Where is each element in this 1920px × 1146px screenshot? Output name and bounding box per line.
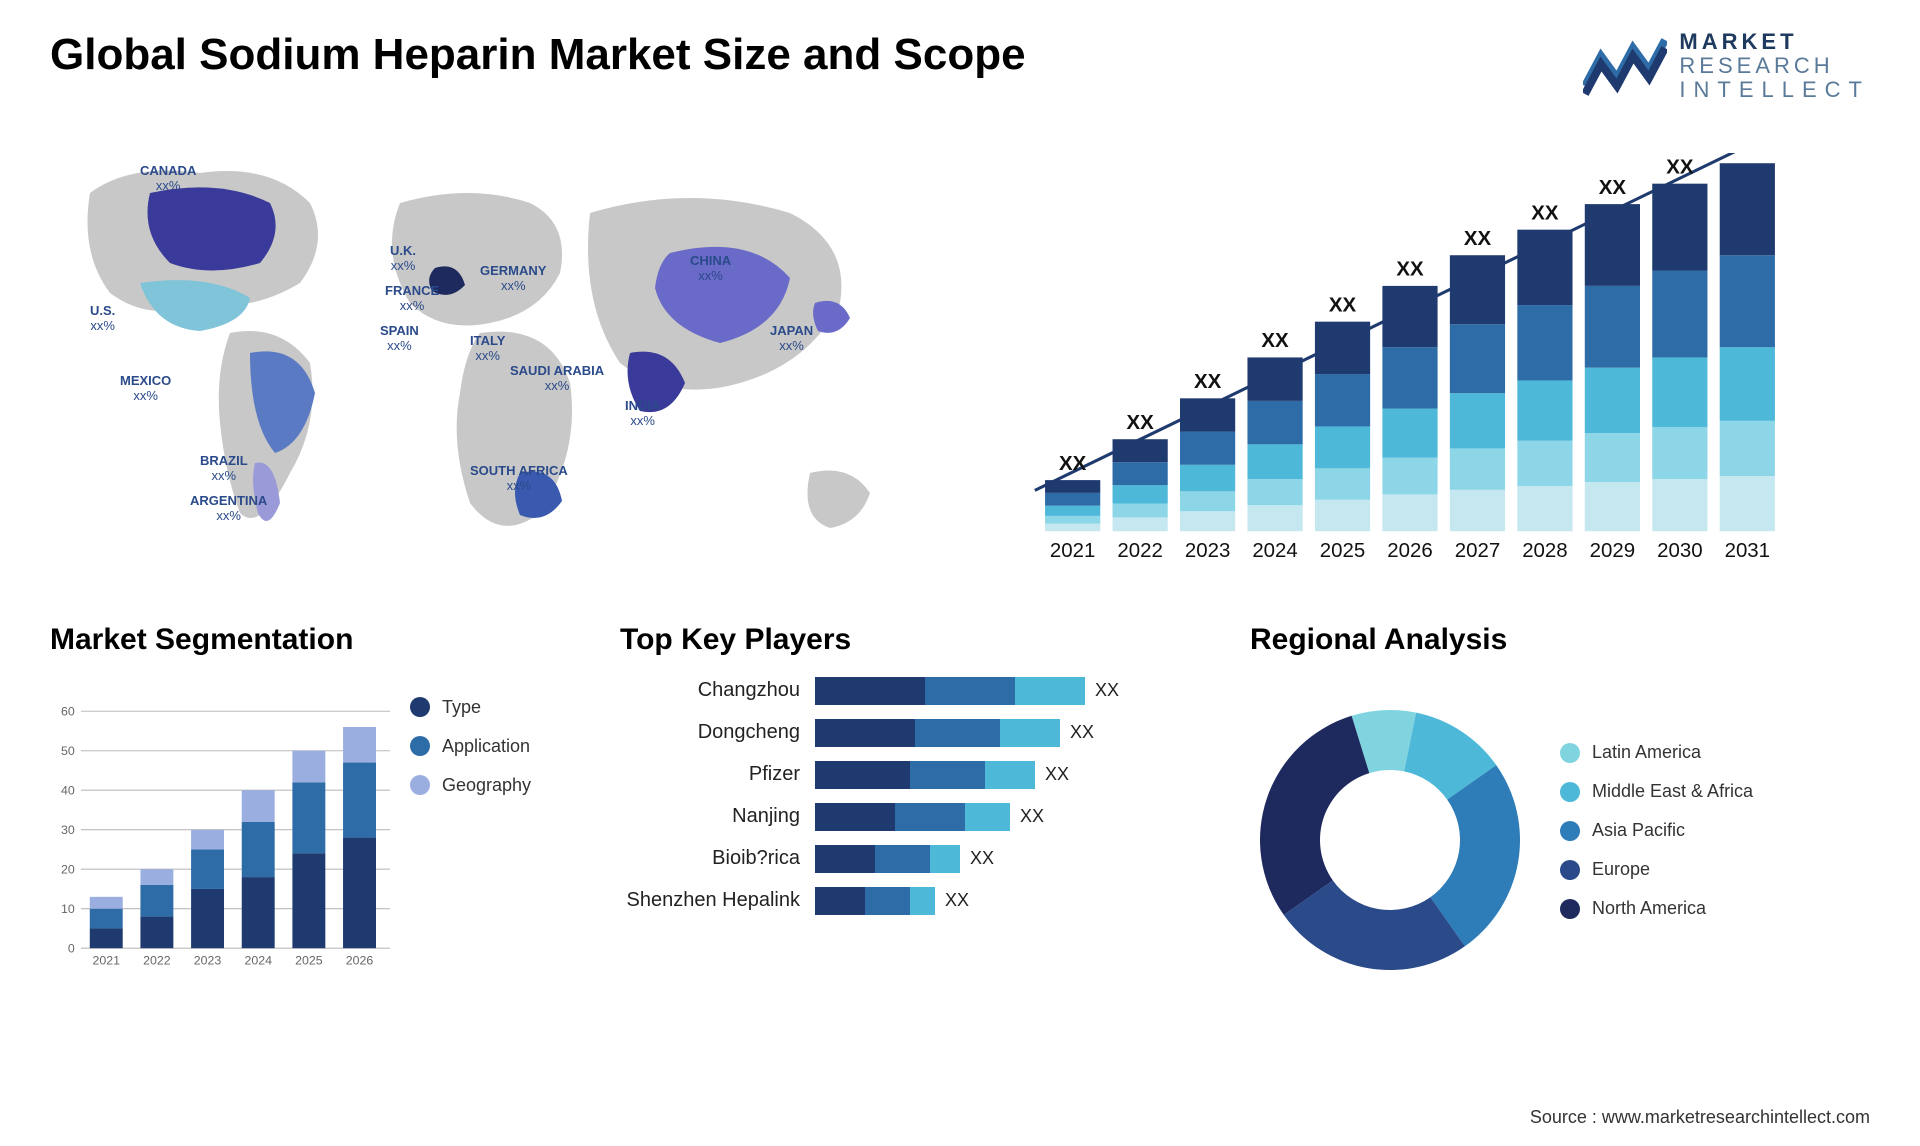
svg-text:XX: XX <box>1126 411 1154 434</box>
segmentation-panel: Market Segmentation 0 10 20 30 40 50 60 2021 202… <box>50 623 570 1003</box>
svg-text:2028: 2028 <box>1522 538 1567 561</box>
svg-text:2024: 2024 <box>1252 538 1297 561</box>
svg-text:XX: XX <box>1329 293 1357 316</box>
player-name: Pfizer <box>620 763 800 786</box>
svg-text:2022: 2022 <box>1117 538 1162 561</box>
player-row: Dongcheng XX <box>620 719 1200 747</box>
map-label: U.S.xx% <box>90 303 115 334</box>
svg-text:20: 20 <box>61 862 75 876</box>
player-row: Bioib?rica XX <box>620 845 1200 873</box>
svg-text:2027: 2027 <box>1455 538 1500 561</box>
regional-panel: Regional Analysis Latin America Middle Ea… <box>1250 623 1870 1003</box>
player-value: XX <box>1070 722 1094 743</box>
map-label: CHINAxx% <box>690 253 731 284</box>
legend-item: North America <box>1560 898 1870 919</box>
regional-donut-chart <box>1250 700 1530 980</box>
player-row: Pfizer XX <box>620 761 1200 789</box>
svg-text:2023: 2023 <box>1185 538 1230 561</box>
svg-text:40: 40 <box>61 783 75 797</box>
players-panel: Top Key Players Changzhou XX Dongcheng X… <box>620 623 1200 1003</box>
regional-legend: Latin America Middle East & Africa Asia Pa… <box>1560 742 1870 937</box>
player-row: Nanjing XX <box>620 803 1200 831</box>
map-label: U.K.xx% <box>390 243 416 274</box>
world-map-panel: CANADAxx% U.S.xx% MEXICOxx% BRAZILxx% ARGENT… <box>50 133 910 573</box>
player-value: XX <box>945 890 969 911</box>
map-label: BRAZILxx% <box>200 453 248 484</box>
svg-text:2031: 2031 <box>1725 538 1770 561</box>
player-name: Shenzhen Hepalink <box>620 889 800 912</box>
svg-text:2022: 2022 <box>143 953 171 967</box>
player-name: Bioib?rica <box>620 847 800 870</box>
legend-item: Asia Pacific <box>1560 820 1870 841</box>
player-name: Changzhou <box>620 679 800 702</box>
svg-text:2026: 2026 <box>1387 538 1432 561</box>
legend-item: Geography <box>410 775 570 796</box>
map-label: ITALYxx% <box>470 333 505 364</box>
svg-text:2029: 2029 <box>1590 538 1635 561</box>
page-title: Global Sodium Heparin Market Size and Sc… <box>50 30 1026 80</box>
legend-item: Latin America <box>1560 742 1870 763</box>
segmentation-title: Market Segmentation <box>50 623 570 657</box>
map-label: GERMANYxx% <box>480 263 546 294</box>
logo-text: MARKET RESEARCH INTELLECT <box>1679 30 1870 103</box>
svg-text:10: 10 <box>61 901 75 915</box>
map-label: MEXICOxx% <box>120 373 171 404</box>
svg-text:XX: XX <box>1059 451 1087 474</box>
svg-text:2030: 2030 <box>1657 538 1702 561</box>
svg-text:2021: 2021 <box>1050 538 1095 561</box>
map-label: SPAINxx% <box>380 323 419 354</box>
players-title: Top Key Players <box>620 623 1200 657</box>
map-label: JAPANxx% <box>770 323 813 354</box>
svg-text:2025: 2025 <box>1320 538 1365 561</box>
segmentation-legend: Type Application Geography <box>410 677 570 1003</box>
player-name: Nanjing <box>620 805 800 828</box>
legend-item: Europe <box>1560 859 1870 880</box>
svg-text:XX: XX <box>1734 153 1762 158</box>
players-chart: Changzhou XX Dongcheng XX Pfizer XX Nanj… <box>620 677 1200 1003</box>
map-label: ARGENTINAxx% <box>190 493 267 524</box>
map-label: INDIAxx% <box>625 398 660 429</box>
map-label: SOUTH AFRICAxx% <box>470 463 568 494</box>
map-label: CANADAxx% <box>140 163 196 194</box>
logo-icon <box>1583 36 1667 96</box>
player-value: XX <box>970 848 994 869</box>
svg-text:2021: 2021 <box>92 953 120 967</box>
svg-text:XX: XX <box>1464 227 1492 250</box>
growth-chart-panel: XX 2021 XX 2022 XX 2023 XX 2024 XX 2025 XX 2026 XX 20… <box>950 133 1870 573</box>
player-value: XX <box>1020 806 1044 827</box>
svg-text:50: 50 <box>61 743 75 757</box>
svg-text:2025: 2025 <box>295 953 323 967</box>
player-row: Shenzhen Hepalink XX <box>620 887 1200 915</box>
logo: MARKET RESEARCH INTELLECT <box>1583 30 1870 103</box>
source-text: Source : www.marketresearchintellect.com <box>1530 1107 1870 1128</box>
legend-item: Type <box>410 697 570 718</box>
map-label: FRANCExx% <box>385 283 439 314</box>
svg-text:XX: XX <box>1531 201 1559 224</box>
svg-text:0: 0 <box>68 941 75 955</box>
svg-text:XX: XX <box>1194 370 1222 393</box>
map-label: SAUDI ARABIAxx% <box>510 363 604 394</box>
regional-title: Regional Analysis <box>1250 623 1870 657</box>
svg-text:XX: XX <box>1396 257 1424 280</box>
segmentation-chart: 0 10 20 30 40 50 60 2021 2022 2023 2024 2025 2026 <box>50 677 390 1003</box>
svg-text:60: 60 <box>61 704 75 718</box>
svg-text:30: 30 <box>61 822 75 836</box>
legend-item: Application <box>410 736 570 757</box>
player-row: Changzhou XX <box>620 677 1200 705</box>
svg-text:2026: 2026 <box>346 953 374 967</box>
svg-text:XX: XX <box>1666 155 1694 178</box>
svg-text:2024: 2024 <box>244 953 272 967</box>
svg-text:XX: XX <box>1261 329 1289 352</box>
player-value: XX <box>1045 764 1069 785</box>
growth-chart: XX 2021 XX 2022 XX 2023 XX 2024 XX 2025 XX 2026 XX 20… <box>950 153 1870 572</box>
player-value: XX <box>1095 680 1119 701</box>
svg-text:XX: XX <box>1599 175 1627 198</box>
svg-text:2023: 2023 <box>194 953 222 967</box>
legend-item: Middle East & Africa <box>1560 781 1870 802</box>
player-name: Dongcheng <box>620 721 800 744</box>
